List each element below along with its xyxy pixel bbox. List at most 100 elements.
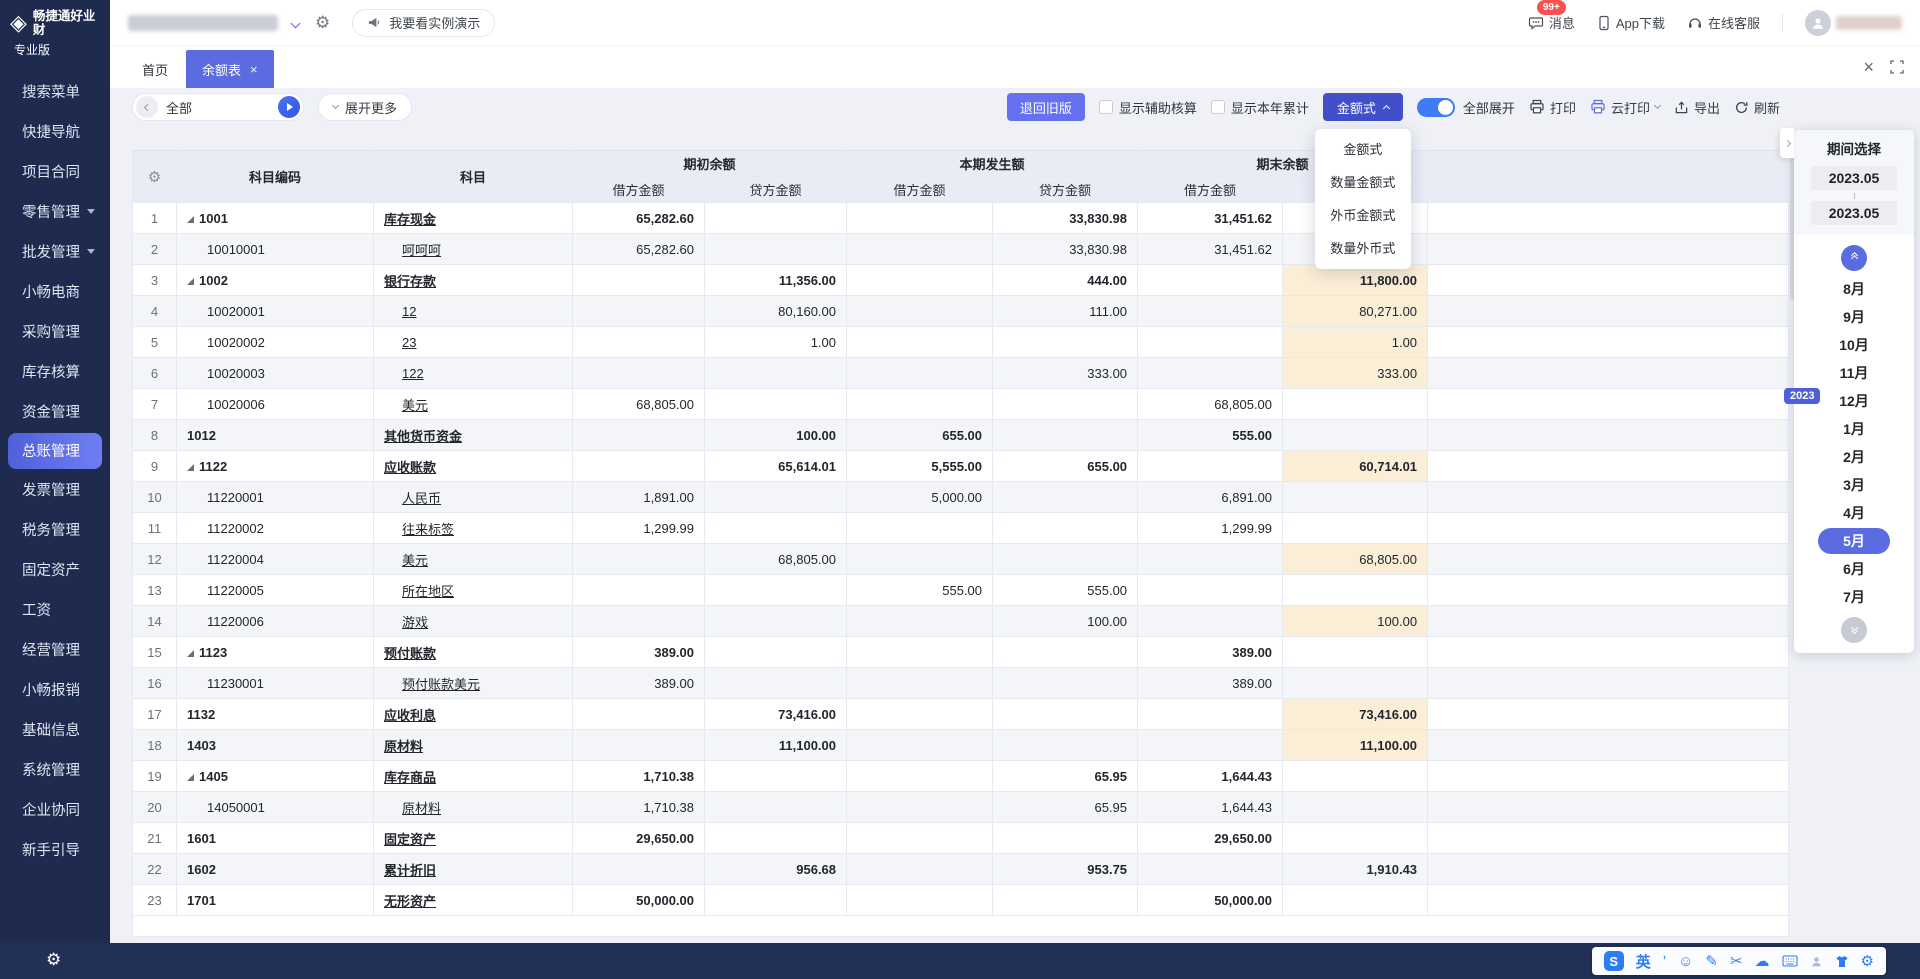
month-item[interactable]: 4月: [1843, 505, 1865, 521]
account-name-link[interactable]: 原材料: [402, 800, 442, 816]
sidebar-item[interactable]: 零售管理: [0, 192, 110, 232]
expand-triangle-icon[interactable]: [187, 773, 194, 781]
tab-home[interactable]: 首页: [142, 62, 169, 78]
keyboard-icon[interactable]: [1781, 955, 1798, 967]
sidebar-item[interactable]: 发票管理: [0, 470, 110, 510]
account-name-link[interactable]: 库存现金: [384, 211, 437, 227]
back-to-old-version-button[interactable]: 退回旧版: [1006, 93, 1085, 121]
dropdown-item[interactable]: 数量金额式: [1330, 175, 1396, 190]
scissors-icon[interactable]: ✂: [1729, 952, 1743, 970]
online-support-button[interactable]: 在线客服: [1687, 13, 1760, 32]
show-ytd-checkbox[interactable]: 显示本年累计: [1210, 98, 1309, 117]
cloud-print-button[interactable]: 云打印: [1590, 98, 1662, 117]
ime-settings-gear-icon[interactable]: ⚙: [1860, 952, 1874, 970]
user-account[interactable]: [1805, 9, 1902, 36]
sidebar-item[interactable]: 小畅电商: [0, 272, 110, 312]
sidebar-item[interactable]: 搜索菜单: [0, 72, 110, 112]
account-name-link[interactable]: 应收账款: [384, 459, 437, 475]
expand-triangle-icon[interactable]: [187, 215, 194, 223]
sidebar-item[interactable]: 系统管理: [0, 750, 110, 790]
sidebar-item[interactable]: 快捷导航: [0, 112, 110, 152]
show-auxiliary-checkbox[interactable]: 显示辅助核算: [1098, 98, 1197, 117]
collapse-panel-tab[interactable]: [1780, 128, 1794, 158]
account-name-link[interactable]: 呵呵呵: [402, 242, 442, 258]
month-item[interactable]: 12月: [1839, 393, 1869, 409]
expand-triangle-icon[interactable]: [187, 463, 194, 471]
account-name-link[interactable]: 往来标签: [402, 521, 455, 537]
account-name-link[interactable]: 人民币: [402, 490, 442, 506]
user-icon[interactable]: [1810, 955, 1823, 968]
fullscreen-icon[interactable]: [1890, 60, 1904, 74]
account-name-link[interactable]: 累计折旧: [384, 862, 437, 878]
sidebar-item[interactable]: 经营管理: [0, 630, 110, 670]
subject-filter-select[interactable]: 全部: [132, 93, 304, 121]
sidebar-item[interactable]: 新手引导: [0, 830, 110, 870]
sidebar-footer-gear-icon[interactable]: ⚙: [46, 950, 62, 969]
account-name-link[interactable]: 无形资产: [384, 893, 437, 909]
skin-shirt-icon[interactable]: [1835, 955, 1849, 968]
account-name-link[interactable]: 12: [402, 303, 417, 319]
sidebar-item[interactable]: 工资: [0, 590, 110, 630]
period-to[interactable]: 2023.05: [1811, 201, 1897, 225]
account-name-link[interactable]: 所在地区: [402, 583, 455, 599]
account-name-link[interactable]: 美元: [402, 552, 429, 568]
cloud-icon[interactable]: ☁: [1754, 952, 1770, 970]
account-name-link[interactable]: 122: [402, 365, 424, 381]
table-settings-gear-icon[interactable]: ⚙: [147, 168, 162, 186]
amount-style-button[interactable]: 金额式: [1322, 93, 1403, 121]
refresh-button[interactable]: 刷新: [1734, 98, 1780, 117]
ime-logo-icon[interactable]: S: [1603, 951, 1624, 971]
account-name-link[interactable]: 银行存款: [384, 273, 437, 289]
month-item[interactable]: 5月: [1818, 528, 1890, 554]
scrollbar-thumb[interactable]: [1790, 150, 1796, 300]
sidebar-item[interactable]: 小畅报销: [0, 670, 110, 710]
sidebar-item[interactable]: 总账管理: [8, 432, 102, 469]
emoji-icon[interactable]: ☺: [1678, 952, 1694, 970]
print-button[interactable]: 打印: [1529, 98, 1576, 117]
ime-punctuation-icon[interactable]: ’: [1662, 952, 1667, 970]
sidebar-item[interactable]: 税务管理: [0, 510, 110, 550]
sidebar-item[interactable]: 项目合同: [0, 152, 110, 192]
sidebar-item[interactable]: 库存核算: [0, 352, 110, 392]
sidebar-item[interactable]: 批发管理: [0, 232, 110, 272]
account-name-link[interactable]: 预付账款美元: [402, 676, 481, 692]
pencil-icon[interactable]: ✎: [1705, 952, 1718, 970]
account-name-link[interactable]: 原材料: [384, 738, 424, 754]
dropdown-item[interactable]: 数量外币式: [1330, 241, 1396, 256]
account-name-link[interactable]: 23: [402, 334, 417, 350]
expand-more-button[interactable]: 展开更多: [318, 93, 413, 121]
month-item[interactable]: 11月: [1839, 365, 1869, 381]
dropdown-item[interactable]: 金额式: [1343, 142, 1383, 157]
month-item[interactable]: 2月: [1843, 449, 1865, 465]
app-download-button[interactable]: App下载: [1597, 13, 1665, 32]
month-item[interactable]: 10月: [1839, 337, 1869, 353]
go-arrow-icon[interactable]: [278, 96, 300, 118]
month-item[interactable]: 7月: [1843, 589, 1865, 605]
sidebar-item[interactable]: 资金管理: [0, 392, 110, 432]
sidebar-item[interactable]: 采购管理: [0, 312, 110, 352]
sidebar-item[interactable]: 企业协同: [0, 790, 110, 830]
company-chevron-down-icon[interactable]: [290, 14, 301, 32]
month-item[interactable]: 9月: [1843, 309, 1865, 325]
ime-language-indicator[interactable]: 英: [1635, 953, 1651, 971]
sidebar-item[interactable]: 基础信息: [0, 710, 110, 750]
month-item[interactable]: 3月: [1843, 477, 1865, 493]
close-icon[interactable]: ×: [1863, 57, 1874, 77]
account-name-link[interactable]: 其他货币资金: [384, 428, 463, 444]
month-item[interactable]: 8月: [1843, 281, 1865, 297]
month-item[interactable]: 6月: [1843, 561, 1865, 577]
account-name-link[interactable]: 预付账款: [384, 645, 437, 661]
chevron-left-circle-icon[interactable]: [136, 96, 158, 118]
expand-triangle-icon[interactable]: [187, 277, 194, 285]
demo-link[interactable]: 我要看实例演示: [352, 8, 496, 37]
expand-triangle-icon[interactable]: [187, 649, 194, 657]
export-button[interactable]: 导出: [1674, 98, 1720, 117]
expand-all-toggle[interactable]: [1416, 97, 1455, 117]
month-item[interactable]: 1月: [1843, 421, 1865, 437]
messages-button[interactable]: 99+ 消息: [1528, 0, 1575, 32]
sidebar-item[interactable]: 固定资产: [0, 550, 110, 590]
scroll-months-up-button[interactable]: [1841, 245, 1867, 271]
account-name-link[interactable]: 应收利息: [384, 707, 437, 723]
settings-gear-icon[interactable]: ⚙: [315, 13, 331, 32]
scroll-months-down-button[interactable]: [1841, 617, 1867, 643]
